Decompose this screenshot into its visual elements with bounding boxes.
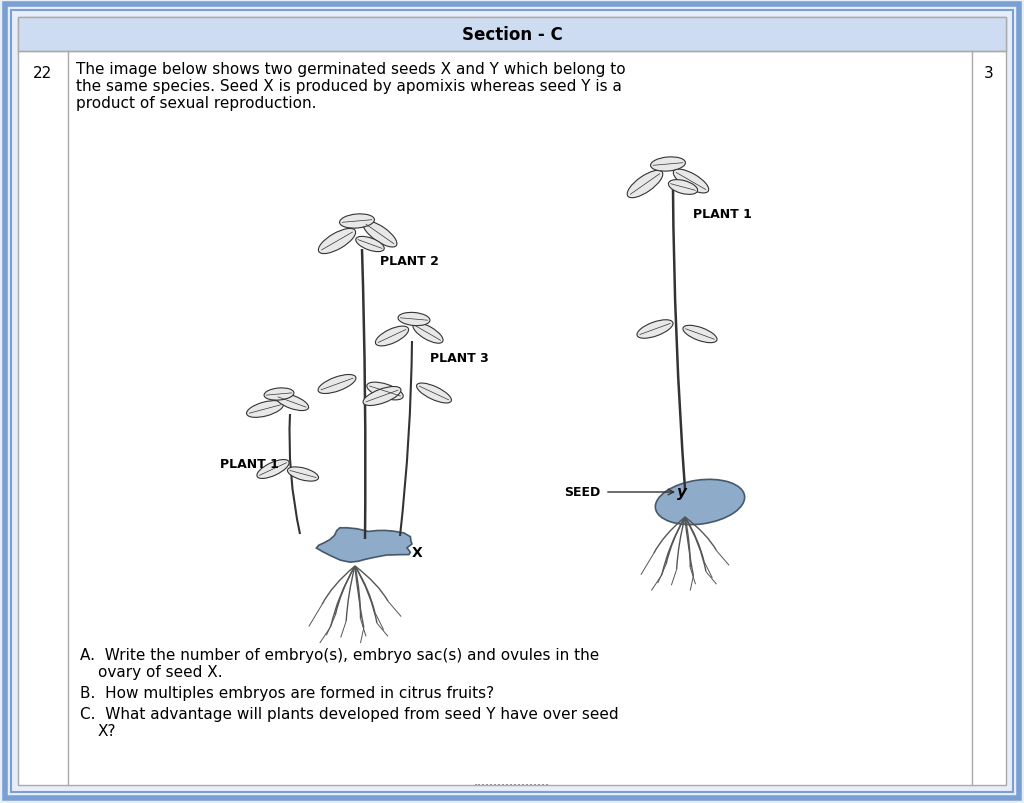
Text: ...................: ................... [474, 774, 550, 787]
Ellipse shape [247, 402, 284, 418]
Text: The image below shows two germinated seeds X and Y which belong to: The image below shows two germinated see… [76, 62, 626, 77]
Ellipse shape [340, 214, 375, 229]
Polygon shape [316, 528, 412, 563]
Text: SEED: SEED [564, 486, 600, 499]
Ellipse shape [364, 387, 401, 406]
Ellipse shape [627, 171, 663, 198]
Ellipse shape [413, 324, 443, 344]
Text: PLANT 1: PLANT 1 [220, 458, 279, 471]
Ellipse shape [376, 327, 409, 346]
Ellipse shape [683, 326, 717, 343]
Ellipse shape [264, 389, 294, 401]
Text: X?: X? [98, 723, 117, 738]
Text: PLANT 1: PLANT 1 [693, 208, 752, 221]
Ellipse shape [318, 229, 355, 255]
Ellipse shape [637, 320, 673, 339]
Text: PLANT 2: PLANT 2 [380, 255, 439, 267]
Ellipse shape [364, 222, 397, 247]
FancyBboxPatch shape [18, 18, 1006, 52]
FancyBboxPatch shape [5, 5, 1019, 798]
Ellipse shape [355, 237, 384, 252]
Ellipse shape [673, 170, 709, 194]
Ellipse shape [367, 383, 403, 401]
Ellipse shape [257, 460, 289, 479]
Ellipse shape [318, 375, 356, 394]
Text: the same species. Seed X is produced by apomixis whereas seed Y is a: the same species. Seed X is produced by … [76, 79, 622, 94]
Text: A.  Write the number of embryo(s), embryo sac(s) and ovules in the: A. Write the number of embryo(s), embryo… [80, 647, 599, 662]
Text: B.  How multiples embryos are formed in citrus fruits?: B. How multiples embryos are formed in c… [80, 685, 495, 700]
Text: 22: 22 [34, 67, 52, 81]
Ellipse shape [417, 384, 452, 403]
Text: y: y [677, 485, 687, 500]
Text: ovary of seed X.: ovary of seed X. [98, 664, 222, 679]
Ellipse shape [669, 181, 697, 195]
Ellipse shape [655, 479, 744, 525]
Text: PLANT 3: PLANT 3 [430, 352, 488, 365]
Ellipse shape [275, 394, 308, 411]
Ellipse shape [650, 157, 685, 172]
Ellipse shape [398, 313, 430, 326]
Text: Section - C: Section - C [462, 26, 562, 44]
Text: product of sexual reproduction.: product of sexual reproduction. [76, 96, 316, 111]
Text: C.  What advantage will plants developed from seed Y have over seed: C. What advantage will plants developed … [80, 706, 618, 721]
Text: X: X [412, 545, 423, 560]
Ellipse shape [288, 467, 318, 482]
Text: 3: 3 [984, 67, 994, 81]
FancyBboxPatch shape [18, 18, 1006, 785]
